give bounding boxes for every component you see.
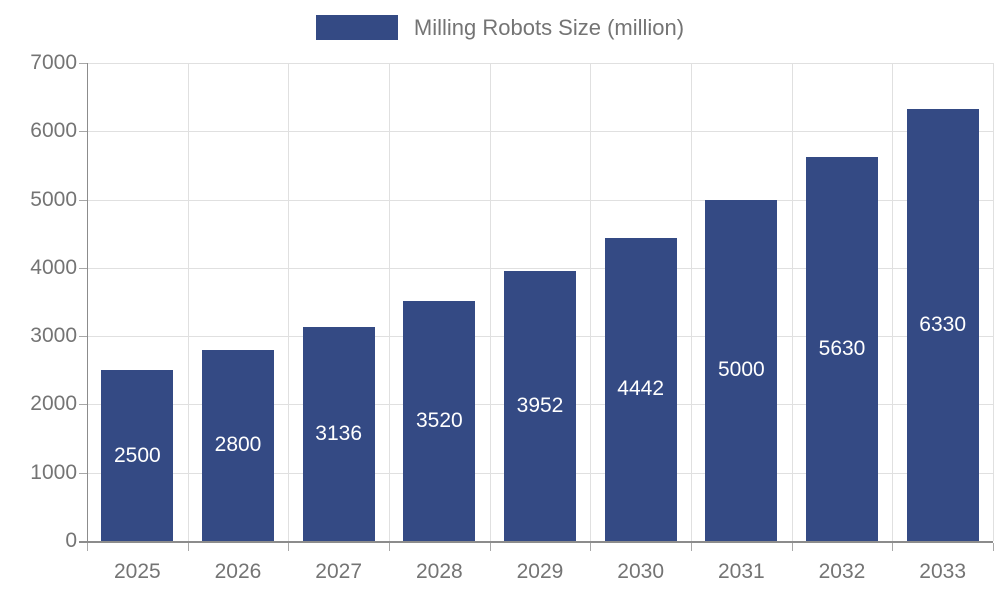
y-axis-tick-mark [79, 336, 87, 338]
gridline-vertical [691, 63, 692, 541]
y-axis-line [87, 63, 88, 543]
bar-value-label: 3136 [315, 421, 363, 445]
x-tick-label: 2032 [818, 560, 866, 583]
x-tick-label: 2027 [315, 560, 363, 583]
x-axis-tick-mark [691, 543, 692, 551]
x-axis-line [79, 541, 993, 543]
x-axis-tick-mark [187, 543, 189, 551]
gridline-vertical [892, 63, 894, 541]
x-axis-tick-mark [590, 543, 592, 551]
y-axis-tick-mark [79, 472, 87, 474]
x-tick-label: 2029 [516, 560, 564, 583]
x-axis-tick-mark [87, 543, 88, 551]
gridline-vertical [187, 63, 189, 541]
y-axis-tick-mark [79, 199, 87, 201]
bar [101, 370, 174, 541]
bar-value-label: 2500 [113, 443, 161, 467]
gridline-vertical [791, 63, 793, 541]
legend[interactable]: Milling Robots Size (million) [0, 15, 1000, 40]
x-tick-label: 2026 [214, 560, 262, 583]
x-axis-tick-mark [288, 543, 290, 551]
bar [604, 237, 677, 541]
bar [705, 199, 778, 541]
y-tick-label: 6000 [30, 119, 77, 143]
gridline-vertical [590, 63, 592, 541]
x-tick-label: 2028 [415, 560, 463, 583]
gridline-horizontal [87, 131, 993, 133]
y-tick-label: 7000 [30, 51, 77, 74]
bar-value-label: 6330 [919, 312, 967, 336]
x-axis-tick-mark [389, 543, 390, 551]
bar-value-label: 5000 [717, 358, 765, 382]
gridline-horizontal [87, 267, 993, 269]
bar-value-label: 3520 [415, 408, 463, 432]
gridline-horizontal [87, 63, 993, 64]
x-axis-tick-mark [892, 543, 894, 551]
bar-value-label: 2800 [214, 433, 262, 457]
y-axis-tick-mark [79, 267, 87, 269]
gridline-vertical [993, 63, 994, 541]
gridline-vertical [489, 63, 491, 541]
bar [403, 300, 476, 541]
bar [302, 326, 375, 541]
bar-value-label: 3952 [516, 394, 564, 418]
gridline-vertical [389, 63, 390, 541]
y-axis-tick-mark [79, 63, 87, 64]
gridline-horizontal [87, 199, 993, 201]
x-tick-label: 2033 [919, 560, 967, 583]
y-tick-label: 1000 [30, 460, 77, 484]
x-axis-tick-mark [791, 543, 793, 551]
x-tick-label: 2025 [113, 560, 161, 583]
y-tick-label: 5000 [30, 187, 77, 211]
bar-value-label: 4442 [617, 377, 665, 401]
bar [504, 271, 576, 541]
x-tick-label: 2030 [617, 560, 665, 583]
y-tick-label: 4000 [30, 255, 77, 279]
x-tick-label: 2031 [717, 560, 765, 583]
gridline-vertical [288, 63, 290, 541]
legend-label: Milling Robots Size (million) [413, 15, 685, 40]
bar [906, 108, 979, 541]
x-axis-tick-mark [489, 543, 491, 551]
y-axis-tick-mark [79, 131, 87, 133]
y-tick-label: 0 [65, 529, 77, 552]
y-tick-label: 2000 [30, 392, 77, 416]
bar-value-label: 5630 [818, 336, 866, 360]
legend-swatch-icon [315, 15, 398, 40]
y-tick-label: 3000 [30, 324, 77, 348]
y-axis-tick-mark [79, 404, 87, 406]
bar [806, 156, 878, 541]
x-axis-tick-mark [993, 543, 994, 551]
bar [202, 349, 274, 541]
